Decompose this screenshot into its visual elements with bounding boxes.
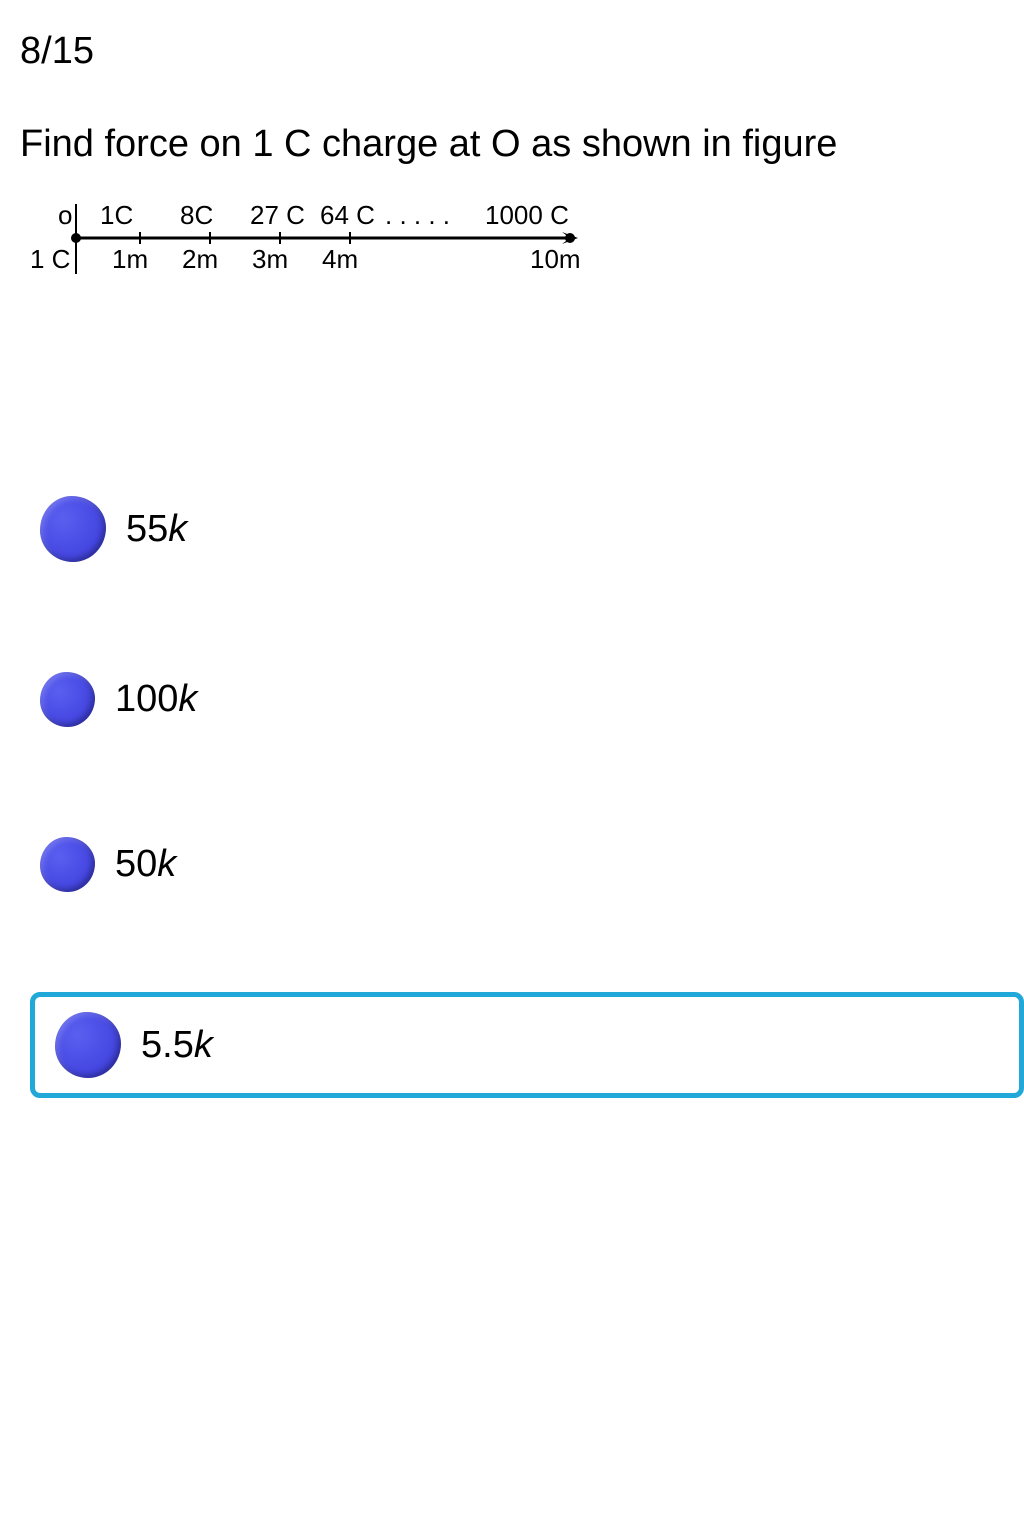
option-2-unit: k (178, 678, 197, 720)
charge-2: 8C (180, 200, 213, 230)
option-4[interactable]: 5.5k (30, 992, 1024, 1098)
question-text: Find force on 1 C charge at O as shown i… (20, 123, 1004, 166)
option-4-label: 5.5k (141, 1024, 213, 1067)
dist-5: 10m (530, 244, 581, 274)
origin-label-top: o (58, 200, 72, 230)
options-list: 55k 100k 50k 5.5k (20, 486, 1004, 1098)
radio-bullet-icon (40, 496, 106, 562)
origin-label-bottom: 1 C (30, 244, 70, 274)
charge-5: 1000 C (485, 200, 569, 230)
charge-diagram: o 1 C 1C 8C 27 C 64 C . . . . . 1000 C 1… (30, 196, 630, 286)
right-dot (565, 233, 575, 243)
option-2[interactable]: 100k (40, 662, 1004, 737)
option-1-label: 55k (126, 508, 187, 551)
option-3-value: 50 (115, 843, 157, 885)
diagram-svg: o 1 C 1C 8C 27 C 64 C . . . . . 1000 C 1… (30, 196, 630, 286)
option-4-value: 5.5 (141, 1024, 194, 1066)
radio-bullet-icon (40, 672, 95, 727)
charge-4: 64 C (320, 200, 375, 230)
dist-4: 4m (322, 244, 358, 274)
option-4-unit: k (194, 1024, 213, 1066)
charge-1: 1C (100, 200, 133, 230)
option-3-label: 50k (115, 843, 176, 886)
option-1[interactable]: 55k (40, 486, 1004, 572)
option-3[interactable]: 50k (40, 827, 1004, 902)
ellipsis: . . . . . (385, 200, 450, 230)
radio-bullet-icon (40, 837, 95, 892)
radio-bullet-icon (55, 1012, 121, 1078)
charge-3: 27 C (250, 200, 305, 230)
left-dot (71, 233, 81, 243)
option-2-value: 100 (115, 678, 178, 720)
dist-2: 2m (182, 244, 218, 274)
option-2-label: 100k (115, 678, 197, 721)
dist-1: 1m (112, 244, 148, 274)
option-3-unit: k (157, 843, 176, 885)
dist-3: 3m (252, 244, 288, 274)
question-number: 8/15 (20, 30, 1004, 73)
option-1-value: 55 (126, 508, 168, 550)
option-1-unit: k (168, 508, 187, 550)
question-text-content: Find force on 1 C charge at O as shown i… (20, 123, 837, 165)
